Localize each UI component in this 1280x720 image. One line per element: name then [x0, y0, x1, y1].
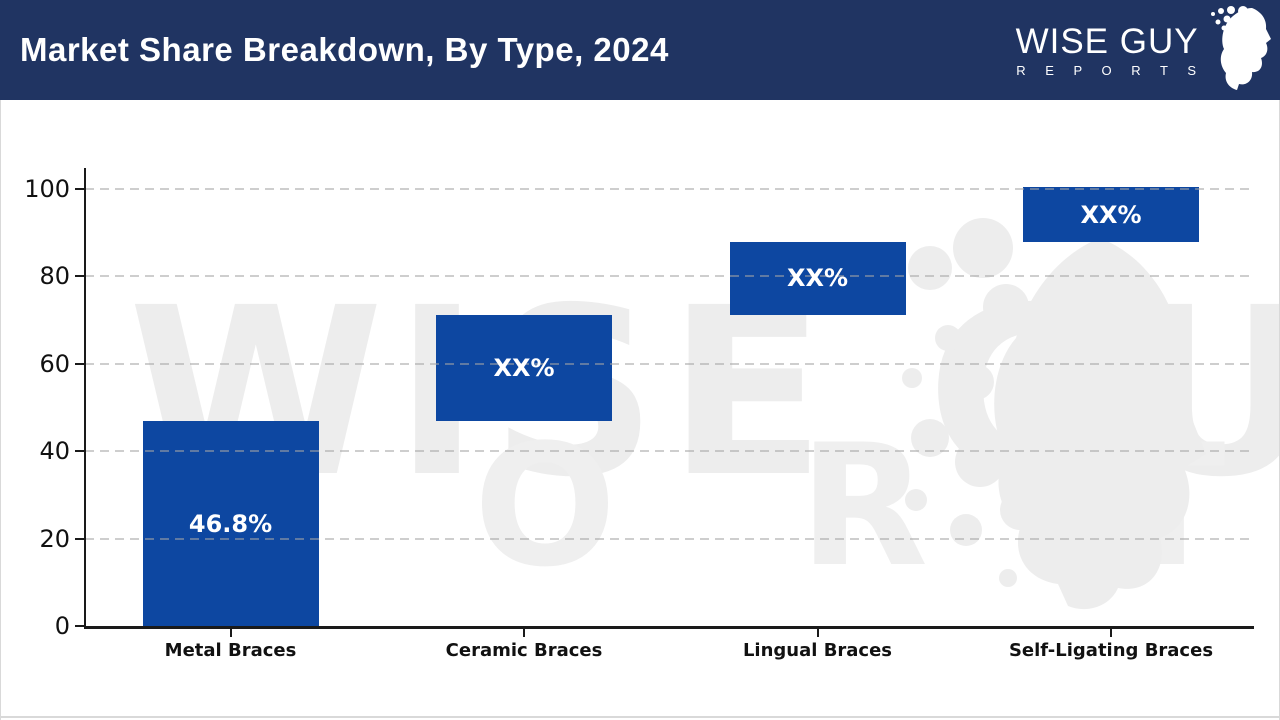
gridline: [85, 187, 1253, 190]
y-tick-label: 40: [39, 437, 70, 465]
bar-value-label: XX%: [493, 353, 555, 382]
logo-text: WISE GUY R E P O R T S: [1010, 22, 1204, 79]
x-category-label: Metal Braces: [164, 640, 297, 661]
wise-guy-logo: WISE GUY R E P O R T S: [1010, 6, 1272, 92]
y-tick-label: 20: [39, 524, 70, 553]
y-tick-mark: [75, 450, 84, 452]
y-tick-mark: [75, 275, 84, 277]
y-tick-label: 80: [39, 262, 70, 290]
y-tick-mark: [75, 625, 84, 627]
watermark-head-graphic: [902, 218, 1206, 610]
bar-value-label: XX%: [1080, 200, 1142, 229]
logo-wiseguy-label: WISE GUY: [1015, 22, 1199, 61]
gridline: [85, 362, 1253, 365]
bottom-rule: [0, 716, 1280, 718]
left-edge-rule: [0, 100, 1, 720]
logo-reports-label: R E P O R T S: [1016, 63, 1204, 78]
bar-segment: [436, 314, 612, 422]
gridline: [85, 537, 1253, 540]
y-tick-mark: [75, 187, 84, 190]
bar-segment: [729, 242, 906, 315]
y-axis-line: [84, 168, 86, 629]
bar-value-label: 46.8%: [188, 509, 273, 538]
bar-segment: [1023, 186, 1199, 243]
y-tick-label: 100: [24, 174, 70, 203]
page-title: Market Share Breakdown, By Type, 2024: [20, 31, 669, 68]
header-bar: Market Share Breakdown, By Type, 2024 WI…: [0, 0, 1280, 100]
gridline: [85, 450, 1253, 452]
x-tick-mark: [523, 629, 525, 637]
x-category-label: Self-Ligating Braces: [1008, 640, 1214, 661]
gridline: [85, 275, 1253, 277]
logo-head-icon: [1211, 6, 1271, 90]
x-axis-line: [84, 626, 1254, 629]
y-tick-label: 0: [54, 612, 70, 640]
y-tick-mark: [75, 362, 84, 365]
bar-value-label: XX%: [786, 264, 849, 293]
x-tick-mark: [229, 629, 232, 637]
x-category-label: Lingual Braces: [742, 640, 893, 661]
y-tick-label: 60: [39, 349, 70, 378]
x-category-label: Ceramic Braces: [445, 640, 603, 661]
y-tick-mark: [75, 537, 84, 540]
bar-segment: [142, 421, 319, 626]
x-tick-mark: [1110, 629, 1112, 637]
x-tick-mark: [816, 629, 819, 637]
